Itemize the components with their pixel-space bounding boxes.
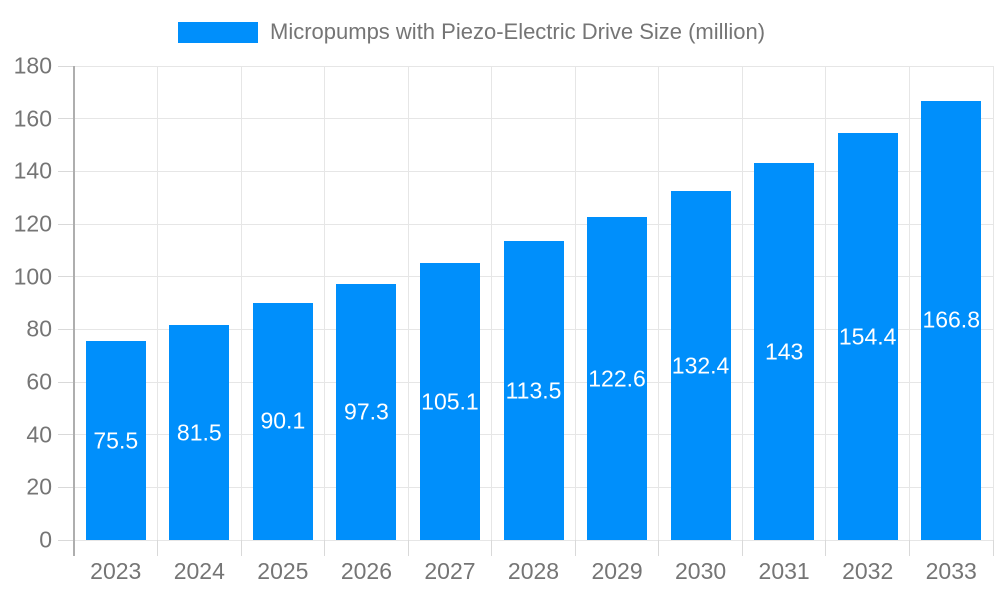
x-tick (574, 540, 576, 556)
bar-2028[interactable] (503, 241, 564, 540)
bar-2032[interactable] (837, 133, 898, 540)
y-axis-label-20: 20 (26, 473, 52, 500)
bar-2033[interactable] (921, 100, 982, 540)
x-axis-baseline (74, 539, 993, 541)
bar-value-label-2025: 90.1 (260, 407, 306, 434)
x-tick (741, 540, 743, 556)
y-tick (58, 118, 74, 120)
bar-value-label-2029: 122.6 (588, 365, 646, 392)
bar-2030[interactable] (670, 191, 731, 540)
bar-2029[interactable] (587, 217, 648, 540)
x-gridline (658, 66, 660, 540)
x-gridline (908, 66, 910, 540)
bar-2027[interactable] (419, 263, 480, 540)
bar-value-label-2026: 97.3 (344, 398, 389, 425)
x-axis-label-2026: 2026 (340, 558, 392, 584)
x-axis-label-2032: 2032 (842, 558, 894, 584)
bar-value-label-2024: 81.5 (176, 419, 222, 446)
x-axis-label-2028: 2028 (507, 558, 560, 584)
bar-value-label-2032: 154.4 (838, 323, 897, 350)
legend-swatch (178, 21, 258, 43)
bar-2023[interactable] (85, 341, 146, 540)
y-gridline (74, 223, 993, 225)
y-gridline (74, 170, 993, 172)
bar-value-label-2027: 105.1 (421, 388, 479, 415)
x-axis-label-2027: 2027 (424, 558, 476, 584)
x-axis-label-2023: 2023 (90, 558, 142, 584)
x-axis-label-2033: 2033 (925, 558, 977, 584)
legend-label: Micropumps with Piezo-Electric Drive Siz… (270, 19, 766, 44)
x-tick (240, 540, 242, 556)
bar-2031[interactable] (754, 163, 815, 540)
x-tick (908, 540, 910, 556)
bar-value-label-2028: 113.5 (505, 377, 562, 404)
x-axis-label-2025: 2025 (257, 558, 309, 584)
x-tick (324, 540, 326, 556)
bar-value-label-2030: 132.4 (671, 352, 730, 379)
y-axis-label-180: 180 (13, 52, 52, 79)
x-tick (407, 540, 409, 556)
x-gridline (992, 66, 994, 540)
bar-2025[interactable] (252, 302, 313, 540)
bar-2024[interactable] (169, 325, 230, 540)
bar-value-label-2033: 166.8 (922, 306, 980, 333)
y-tick (58, 223, 74, 225)
x-axis-label-2029: 2029 (591, 558, 643, 584)
x-tick (157, 540, 159, 556)
y-axis-label-140: 140 (13, 157, 52, 184)
bar-value-label-2023: 75.5 (93, 427, 139, 454)
bar-value-label-2031: 143 (764, 338, 804, 365)
y-tick (58, 328, 74, 330)
bar-2026[interactable] (336, 283, 397, 540)
y-tick (58, 381, 74, 383)
y-axis-label-160: 160 (13, 105, 52, 132)
x-gridline (491, 66, 493, 540)
y-tick (58, 170, 74, 172)
y-axis-label-120: 120 (13, 210, 52, 237)
x-tick (658, 540, 660, 556)
y-axis-label-60: 60 (26, 368, 52, 395)
y-tick (58, 486, 74, 488)
x-gridline (574, 66, 576, 540)
y-axis-label-40: 40 (26, 421, 52, 448)
x-axis-label-2031: 2031 (758, 558, 810, 584)
y-gridline (74, 118, 993, 120)
x-gridline (741, 66, 743, 540)
x-gridline (825, 66, 827, 540)
legend: Micropumps with Piezo-Electric Drive Siz… (178, 21, 765, 43)
x-tick (825, 540, 827, 556)
y-tick (58, 539, 74, 541)
x-gridline (407, 66, 409, 540)
y-axis-label-100: 100 (13, 263, 52, 290)
x-gridline (240, 66, 242, 540)
x-gridline (324, 66, 326, 540)
plot-area: 0 20 40 60 80 100 120 140 160 180 75.5 2023 81.5 2024… (14, 53, 994, 584)
x-axis-label-2024: 2024 (173, 558, 225, 584)
x-tick (491, 540, 493, 556)
x-tick (992, 540, 994, 556)
y-axis-label-0: 0 (39, 526, 52, 553)
x-axis-label-2030: 2030 (674, 558, 727, 584)
y-tick (58, 276, 74, 278)
y-gridline (74, 65, 993, 67)
y-tick (58, 434, 74, 436)
y-axis-label-80: 80 (26, 315, 52, 342)
x-gridline (157, 66, 159, 540)
y-tick (58, 65, 74, 67)
y-axis-line (73, 66, 75, 556)
legend-item[interactable]: Micropumps with Piezo-Electric Drive Siz… (178, 21, 765, 43)
